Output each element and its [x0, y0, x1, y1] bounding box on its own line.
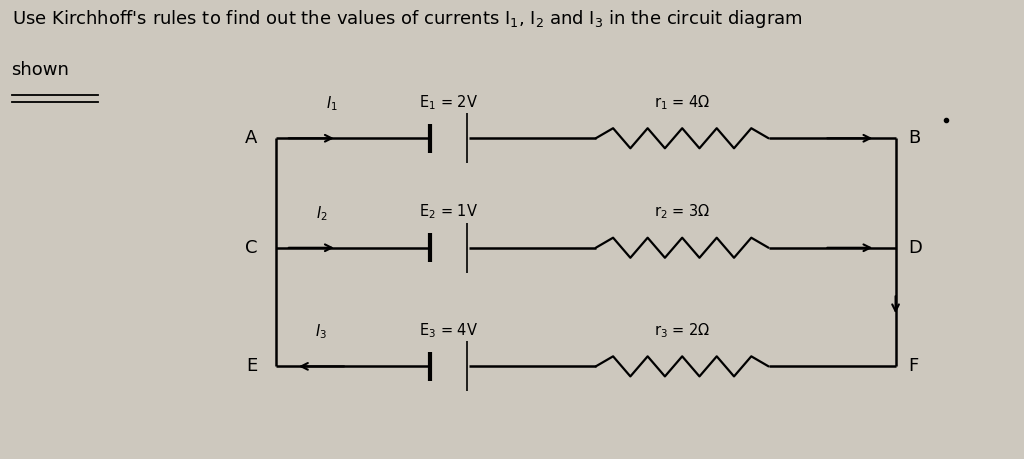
Text: B: B [907, 129, 920, 147]
Text: E$_1$ = 2V: E$_1$ = 2V [419, 93, 478, 112]
Text: D: D [907, 239, 922, 257]
Text: F: F [907, 358, 918, 375]
Text: I$_2$: I$_2$ [315, 204, 328, 223]
Text: r$_3$ = 2Ω: r$_3$ = 2Ω [654, 321, 711, 340]
Text: Use Kirchhoff's rules to find out the values of currents I$_1$, I$_2$ and I$_3$ : Use Kirchhoff's rules to find out the va… [11, 8, 803, 30]
Text: I$_1$: I$_1$ [326, 95, 338, 113]
Text: shown: shown [11, 61, 70, 78]
Text: C: C [245, 239, 257, 257]
Text: I$_3$: I$_3$ [315, 323, 328, 341]
Text: E$_2$ = 1V: E$_2$ = 1V [419, 202, 478, 221]
Text: A: A [245, 129, 257, 147]
Text: r$_2$ = 3Ω: r$_2$ = 3Ω [654, 202, 711, 221]
Text: E: E [246, 358, 257, 375]
Text: r$_1$ = 4Ω: r$_1$ = 4Ω [654, 93, 711, 112]
Text: E$_3$ = 4V: E$_3$ = 4V [419, 321, 478, 340]
